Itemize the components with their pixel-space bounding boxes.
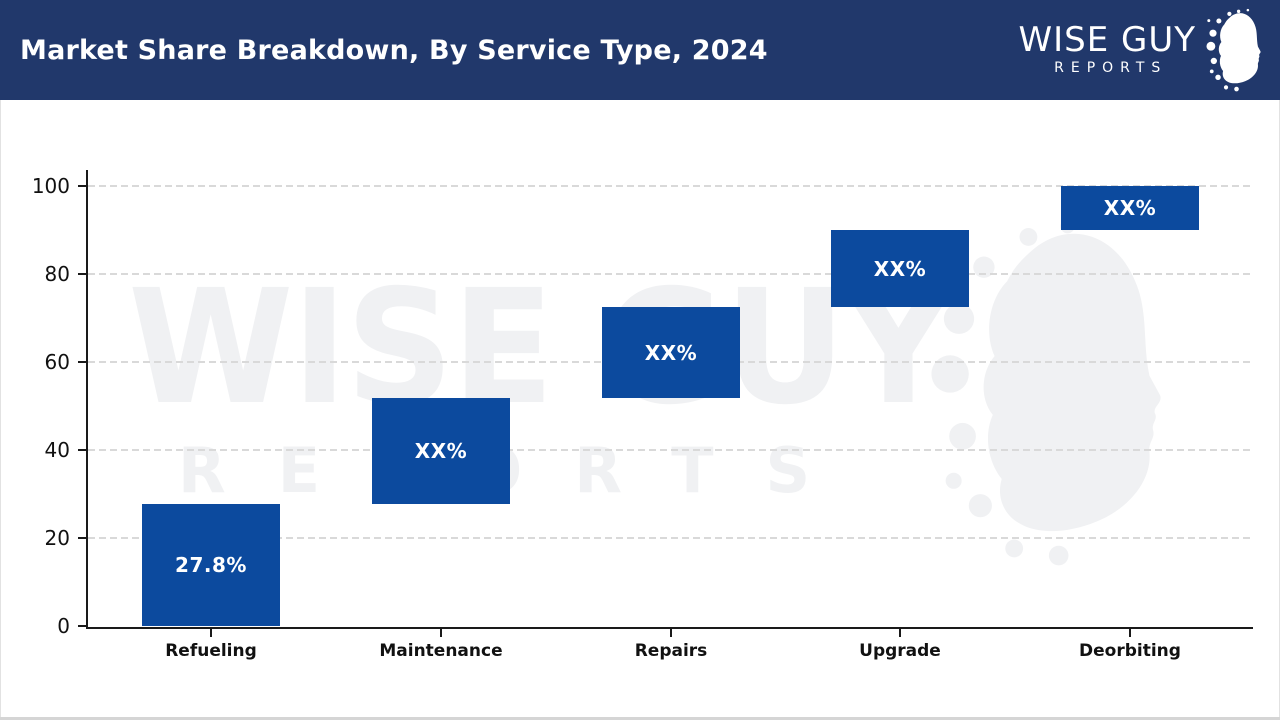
bar-maintenance: XX% [372, 398, 510, 504]
category-label-deorbiting: Deorbiting [1079, 641, 1181, 661]
bar-value-label: XX% [414, 438, 468, 463]
category-label-upgrade: Upgrade [859, 641, 941, 661]
x-tick-upgrade [899, 629, 901, 637]
watermark-head-icon [931, 219, 1161, 566]
y-tick-20 [78, 537, 86, 539]
y-tick-40 [78, 449, 86, 451]
y-gridline-20 [88, 537, 1253, 539]
y-axis-line [86, 170, 88, 628]
y-gridline-80 [88, 273, 1253, 275]
brand-logo: WISE GUY REPORTS [1018, 0, 1266, 100]
watermark-subtext: REPORTS [178, 434, 863, 507]
x-tick-refueling [210, 629, 212, 637]
category-label-refueling: Refueling [165, 641, 257, 661]
page-title: Market Share Breakdown, By Service Type,… [20, 34, 768, 66]
brand-head-icon [1206, 8, 1261, 92]
x-tick-repairs [670, 629, 672, 637]
bar-deorbiting: XX% [1061, 186, 1199, 230]
y-tick-label-100: 100 [31, 174, 70, 198]
bar-refueling: 27.8% [142, 503, 280, 626]
brand-logo-text: WISE GUY REPORTS [1018, 23, 1196, 77]
bar-value-label: 27.8% [175, 552, 247, 577]
brand-subname: REPORTS [1054, 60, 1168, 76]
category-label-repairs: Repairs [634, 641, 708, 661]
y-tick-label-60: 60 [44, 350, 70, 374]
y-tick-label-20: 20 [44, 526, 70, 550]
x-tick-maintenance [440, 629, 442, 637]
frame-bottom-border [0, 717, 1280, 720]
x-tick-deorbiting [1129, 629, 1131, 637]
frame-left-border [0, 100, 1, 720]
category-label-maintenance: Maintenance [379, 641, 503, 661]
y-tick-80 [78, 273, 86, 275]
watermark-brand-text: WISE GUY [128, 256, 953, 440]
y-gridline-100 [88, 185, 1253, 187]
y-tick-0 [78, 625, 86, 627]
y-tick-100 [78, 185, 86, 187]
bar-value-label: XX% [873, 256, 927, 281]
bar-value-label: XX% [1103, 196, 1157, 220]
bar-value-label: XX% [644, 340, 698, 365]
y-gridline-40 [88, 449, 1253, 451]
brand-name: WISE GUY [1018, 20, 1196, 60]
bar-repairs: XX% [602, 307, 740, 399]
y-tick-label-40: 40 [44, 438, 70, 462]
header-band: Market Share Breakdown, By Service Type,… [0, 0, 1280, 100]
bar-upgrade: XX% [831, 230, 969, 307]
y-tick-label-0: 0 [57, 614, 70, 638]
y-tick-label-80: 80 [44, 262, 70, 286]
y-tick-60 [78, 361, 86, 363]
x-axis-line [86, 627, 1253, 629]
